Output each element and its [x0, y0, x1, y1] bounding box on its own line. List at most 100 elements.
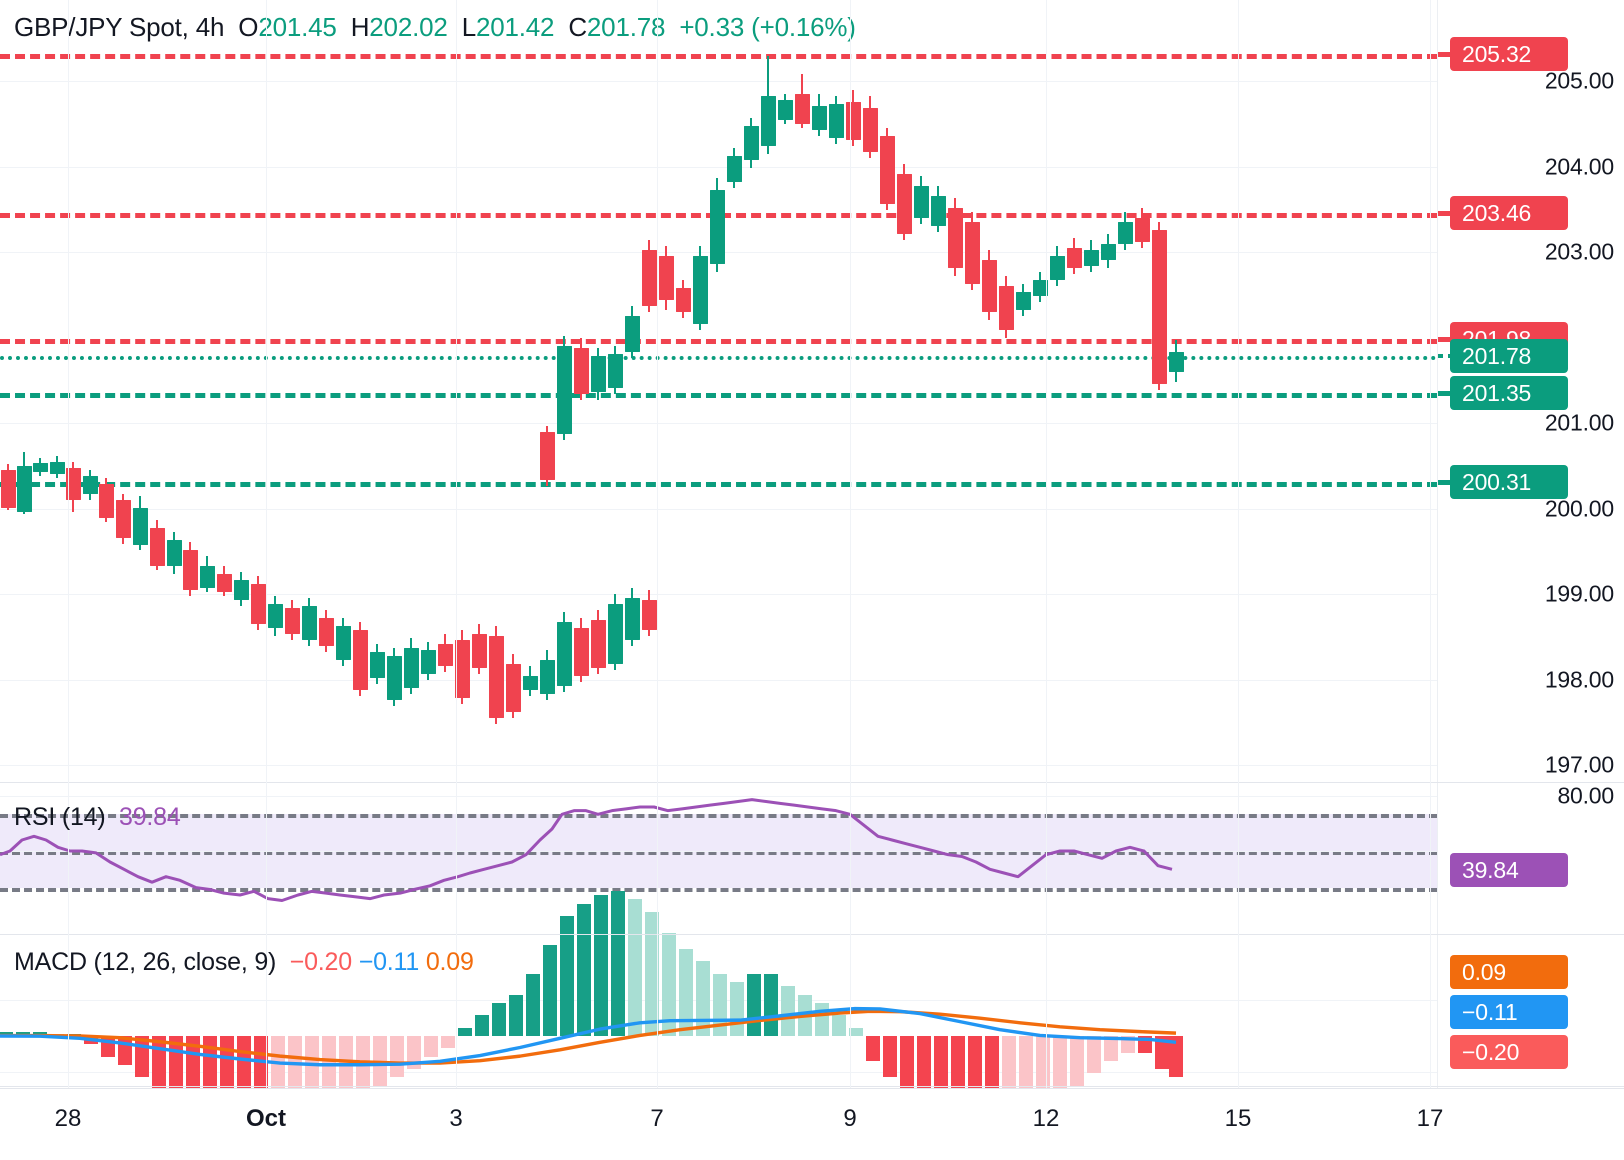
reference-line-201.78[interactable]: [0, 356, 1437, 361]
rsi-badge[interactable]: 39.84: [1450, 852, 1568, 887]
candle-body-24[interactable]: [403, 648, 419, 688]
candle-body-53[interactable]: [777, 100, 793, 120]
rsi-pane[interactable]: [0, 784, 1437, 934]
candle-body-3[interactable]: [49, 462, 65, 474]
candle-body-41[interactable]: [573, 348, 589, 394]
time-axis[interactable]: 28 Oct 3 7 9 12 15 17: [0, 1075, 1624, 1160]
candle-body-76[interactable]: [1168, 352, 1184, 372]
candle-body-62[interactable]: [930, 196, 946, 226]
candle-body-23[interactable]: [386, 656, 402, 700]
candle-body-48[interactable]: [692, 256, 708, 324]
candle-body-63[interactable]: [947, 208, 963, 268]
reference-line-200.31[interactable]: [0, 481, 1437, 487]
candle-body-69[interactable]: [1049, 256, 1065, 280]
candle-body-52[interactable]: [760, 96, 776, 146]
candle-body-70[interactable]: [1066, 248, 1082, 268]
candle-body-38[interactable]: [641, 600, 657, 630]
candle-body-14[interactable]: [233, 580, 249, 600]
macd-badge-1[interactable]: −0.11: [1450, 995, 1568, 1029]
candle-body-30[interactable]: [505, 664, 521, 712]
candle-body-43[interactable]: [607, 354, 623, 388]
candle-body-57[interactable]: [845, 102, 861, 140]
candle-body-8[interactable]: [132, 508, 148, 545]
candle-body-26[interactable]: [437, 644, 453, 666]
candle-body-21[interactable]: [352, 630, 368, 690]
macd-hist-value: −0.20: [289, 948, 352, 976]
price-axis[interactable]: 205.00 204.00 203.00 201.00 200.00 199.00 198.…: [1437, 0, 1624, 1088]
candle-body-61[interactable]: [913, 186, 929, 218]
candle-body-65[interactable]: [981, 260, 997, 312]
price-badge-203.46[interactable]: 203.46: [1450, 195, 1568, 230]
candle-body-25[interactable]: [420, 650, 436, 674]
candle-body-34[interactable]: [573, 628, 589, 676]
candle-body-73[interactable]: [1117, 222, 1133, 244]
reference-line-201.98[interactable]: [0, 339, 1437, 345]
time-label-3: 3: [449, 1105, 463, 1132]
candle-body-16[interactable]: [267, 604, 283, 628]
candle-body-11[interactable]: [182, 550, 198, 590]
candle-body-0[interactable]: [0, 470, 16, 508]
candle-body-6[interactable]: [98, 484, 114, 518]
candle-body-36[interactable]: [607, 604, 623, 664]
candle-body-18[interactable]: [301, 606, 317, 640]
candle-body-12[interactable]: [199, 566, 215, 588]
candle-body-22[interactable]: [369, 652, 385, 678]
candle-body-44[interactable]: [624, 316, 640, 352]
price-pane[interactable]: [0, 0, 1437, 782]
candle-body-10[interactable]: [166, 540, 182, 566]
candle-body-29[interactable]: [488, 636, 504, 718]
macd-badge-0[interactable]: 0.09: [1450, 955, 1568, 989]
candle-body-46[interactable]: [658, 256, 674, 300]
candle-body-5[interactable]: [82, 476, 98, 494]
candle-body-35[interactable]: [590, 620, 606, 668]
candle-body-19[interactable]: [318, 618, 334, 646]
price-badge-201.35[interactable]: 201.35: [1450, 376, 1568, 411]
price-badge-200.31[interactable]: 200.31: [1450, 464, 1568, 499]
reference-line-205.32[interactable]: [0, 53, 1437, 59]
candle-body-49[interactable]: [709, 190, 725, 264]
candle-body-75[interactable]: [1151, 230, 1167, 384]
candle-body-4[interactable]: [65, 468, 81, 500]
candle-body-15[interactable]: [250, 584, 266, 624]
candle-body-45[interactable]: [641, 250, 657, 306]
candle-body-7[interactable]: [115, 500, 131, 538]
candle-body-32[interactable]: [539, 660, 555, 694]
candle-body-17[interactable]: [284, 608, 300, 634]
candle-body-56[interactable]: [828, 104, 844, 138]
macd-hist-bar-28: [475, 1015, 489, 1036]
legend-symbol: GBP/JPY Spot, 4h: [14, 12, 225, 42]
candle-body-9[interactable]: [149, 528, 165, 566]
reference-line-201.35[interactable]: [0, 393, 1437, 399]
candle-body-33[interactable]: [556, 622, 572, 686]
price-gridline-199.00: [0, 594, 1437, 595]
candle-body-72[interactable]: [1100, 244, 1116, 260]
candle-body-54[interactable]: [794, 94, 810, 124]
candle-body-20[interactable]: [335, 626, 351, 660]
candle-body-58[interactable]: [862, 108, 878, 152]
candle-body-74[interactable]: [1134, 218, 1150, 242]
price-badge-205.32[interactable]: 205.32: [1450, 36, 1568, 71]
candle-body-60[interactable]: [896, 174, 912, 234]
price-badge-201.78[interactable]: 201.78: [1450, 339, 1568, 374]
candle-body-31[interactable]: [522, 676, 538, 690]
candle-body-68[interactable]: [1032, 280, 1048, 296]
candle-body-1[interactable]: [16, 466, 32, 512]
candle-body-51[interactable]: [743, 126, 759, 160]
macd-badge-2[interactable]: −0.20: [1450, 1035, 1568, 1069]
candle-body-37[interactable]: [624, 598, 640, 640]
candle-body-2[interactable]: [32, 463, 48, 472]
candle-body-40[interactable]: [556, 346, 572, 434]
candle-body-28[interactable]: [471, 634, 487, 668]
candle-body-27[interactable]: [454, 640, 470, 698]
candle-body-47[interactable]: [675, 288, 691, 312]
candle-body-50[interactable]: [726, 156, 742, 182]
candle-body-64[interactable]: [964, 222, 980, 284]
candle-body-55[interactable]: [811, 106, 827, 130]
candle-body-13[interactable]: [216, 574, 232, 592]
candle-body-67[interactable]: [1015, 292, 1031, 310]
candle-body-66[interactable]: [998, 286, 1014, 330]
candle-body-42[interactable]: [590, 356, 606, 392]
candle-body-71[interactable]: [1083, 250, 1099, 266]
candle-body-59[interactable]: [879, 136, 895, 204]
candle-body-39[interactable]: [539, 432, 555, 480]
